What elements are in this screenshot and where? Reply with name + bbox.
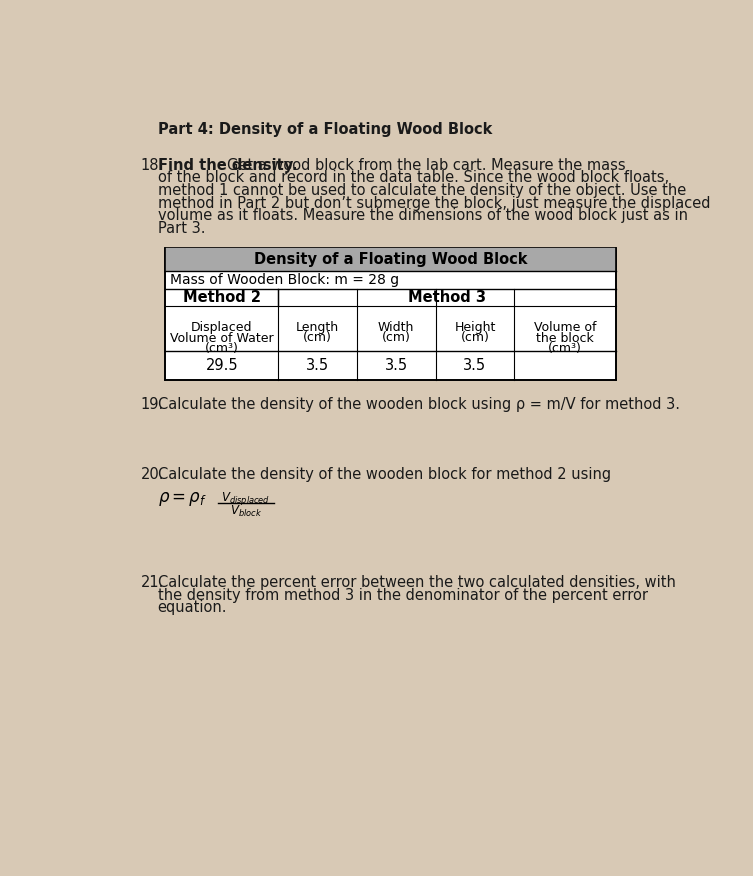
Text: method in Part 2 but don’t submerge the block, just measure the displaced: method in Part 2 but don’t submerge the … (157, 195, 710, 211)
Text: Method 3: Method 3 (408, 290, 486, 305)
Text: the density from method 3 in the denominator of the percent error: the density from method 3 in the denomin… (157, 588, 648, 603)
Text: Mass of Wooden Block: m = 28 g: Mass of Wooden Block: m = 28 g (170, 273, 399, 287)
Text: Volume of Water: Volume of Water (170, 331, 273, 344)
Text: (cm³): (cm³) (548, 343, 582, 356)
Text: 19.: 19. (141, 397, 164, 412)
Text: Find the density.: Find the density. (157, 158, 297, 173)
Text: Calculate the density of the wooden block using ρ = m/V for method 3.: Calculate the density of the wooden bloc… (157, 397, 680, 412)
Text: $V_{block}$: $V_{block}$ (230, 504, 262, 519)
Text: 29.5: 29.5 (206, 358, 238, 373)
Text: volume as it floats. Measure the dimensions of the wood block just as in: volume as it floats. Measure the dimensi… (157, 208, 687, 223)
Text: Calculate the percent error between the two calculated densities, with: Calculate the percent error between the … (157, 575, 675, 590)
Text: Calculate the density of the wooden block for method 2 using: Calculate the density of the wooden bloc… (157, 467, 611, 482)
Text: the block: the block (536, 331, 594, 344)
Text: (cm): (cm) (303, 331, 332, 344)
Text: Displaced: Displaced (191, 321, 252, 334)
Text: 20.: 20. (141, 467, 164, 482)
Text: of the block and record in the data table. Since the wood block floats,: of the block and record in the data tabl… (157, 170, 669, 186)
Text: Width: Width (378, 321, 414, 334)
Text: (cm³): (cm³) (205, 343, 239, 356)
Bar (166, 248, 616, 380)
Text: (cm): (cm) (461, 331, 489, 344)
Text: 18.: 18. (141, 158, 164, 173)
Text: Part 3.: Part 3. (157, 221, 205, 237)
Text: Part 4: Density of a Floating Wood Block: Part 4: Density of a Floating Wood Block (157, 122, 492, 137)
Text: $\rho = \rho_f$: $\rho = \rho_f$ (157, 490, 207, 508)
Text: Density of a Floating Wood Block: Density of a Floating Wood Block (254, 251, 527, 266)
Text: Method 2: Method 2 (183, 290, 261, 305)
Text: method 1 cannot be used to calculate the density of the object. Use the: method 1 cannot be used to calculate the… (157, 183, 686, 198)
Text: 3.5: 3.5 (306, 358, 329, 373)
Text: Length: Length (296, 321, 339, 334)
Text: 3.5: 3.5 (385, 358, 408, 373)
Text: Get a wood block from the lab cart. Measure the mass: Get a wood block from the lab cart. Meas… (227, 158, 626, 173)
Text: equation.: equation. (157, 600, 227, 615)
Text: Volume of: Volume of (534, 321, 596, 334)
Text: (cm): (cm) (382, 331, 410, 344)
Bar (166, 248, 616, 271)
Text: $V_{displaced}$: $V_{displaced}$ (221, 491, 270, 507)
Text: 3.5: 3.5 (463, 358, 486, 373)
Text: Height: Height (454, 321, 495, 334)
Text: 21.: 21. (141, 575, 164, 590)
